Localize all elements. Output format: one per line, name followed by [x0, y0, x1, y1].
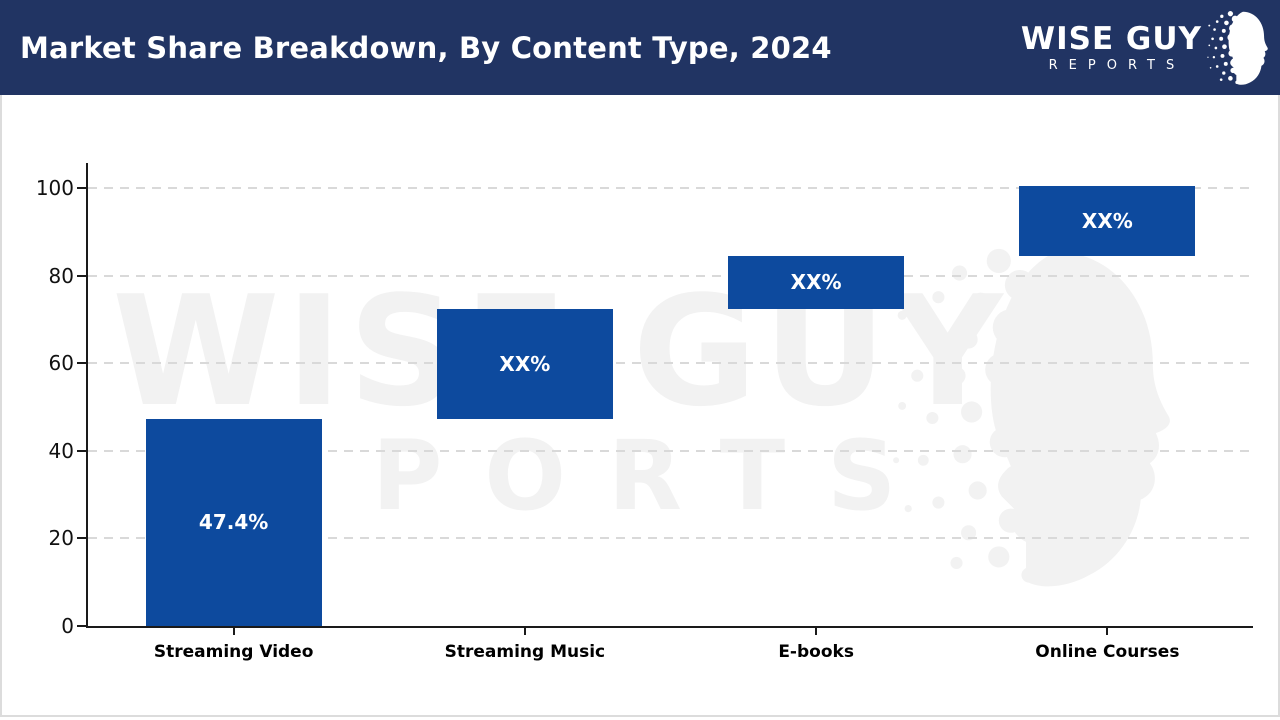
x-tick-mark	[815, 628, 818, 635]
y-tick-mark	[77, 537, 86, 540]
gridline	[88, 537, 1253, 540]
page-title: Market Share Breakdown, By Content Type,…	[20, 30, 832, 65]
x-category-label: E-books	[778, 642, 854, 662]
y-tick-label: 100	[35, 176, 74, 201]
bar-value-label: 47.4%	[198, 510, 269, 535]
x-category-label: Streaming Video	[153, 642, 314, 662]
gridline	[88, 274, 1253, 277]
x-category-label: Streaming Music	[444, 642, 606, 662]
x-tick-mark	[523, 628, 526, 635]
brand-head-icon	[1207, 11, 1268, 85]
y-tick-label: 0	[61, 614, 74, 638]
y-tick-label: 80	[48, 263, 74, 288]
y-tick-mark	[77, 274, 86, 277]
y-tick-label: 60	[48, 351, 74, 376]
y-tick-mark	[77, 449, 86, 452]
x-category-label: Online Courses	[1035, 642, 1180, 662]
bar-value-label: XX%	[790, 270, 842, 295]
bar-4: XX%	[1019, 186, 1196, 257]
y-tick-label: 20	[48, 526, 74, 551]
brand-logo: WISE GUY REPORTS	[1021, 6, 1270, 90]
brand-logo-title: WISE GUY	[1020, 21, 1202, 58]
bar-2: XX%	[436, 308, 613, 419]
y-tick-mark	[77, 362, 86, 365]
bar-1: 47.4%	[145, 418, 322, 626]
y-tick-label: 40	[48, 438, 74, 463]
gridline	[88, 362, 1253, 365]
x-tick-mark	[232, 628, 235, 635]
header-bar: Market Share Breakdown, By Content Type,…	[0, 0, 1280, 95]
brand-logo-text: WISE GUY REPORTS	[1021, 23, 1202, 73]
bar-3: XX%	[728, 256, 905, 309]
brand-logo-subtitle: REPORTS	[1048, 57, 1186, 73]
bar-value-label: XX%	[1081, 209, 1133, 234]
y-tick-mark	[77, 187, 86, 190]
x-tick-mark	[1106, 628, 1109, 635]
gridline	[88, 449, 1253, 452]
y-axis-spine	[86, 163, 88, 626]
bar-value-label: XX%	[499, 351, 551, 376]
y-tick-mark	[77, 625, 86, 627]
gridline	[88, 187, 1253, 190]
x-axis-spine	[86, 626, 1253, 628]
watermark-text-line2: PORTS	[372, 420, 939, 532]
